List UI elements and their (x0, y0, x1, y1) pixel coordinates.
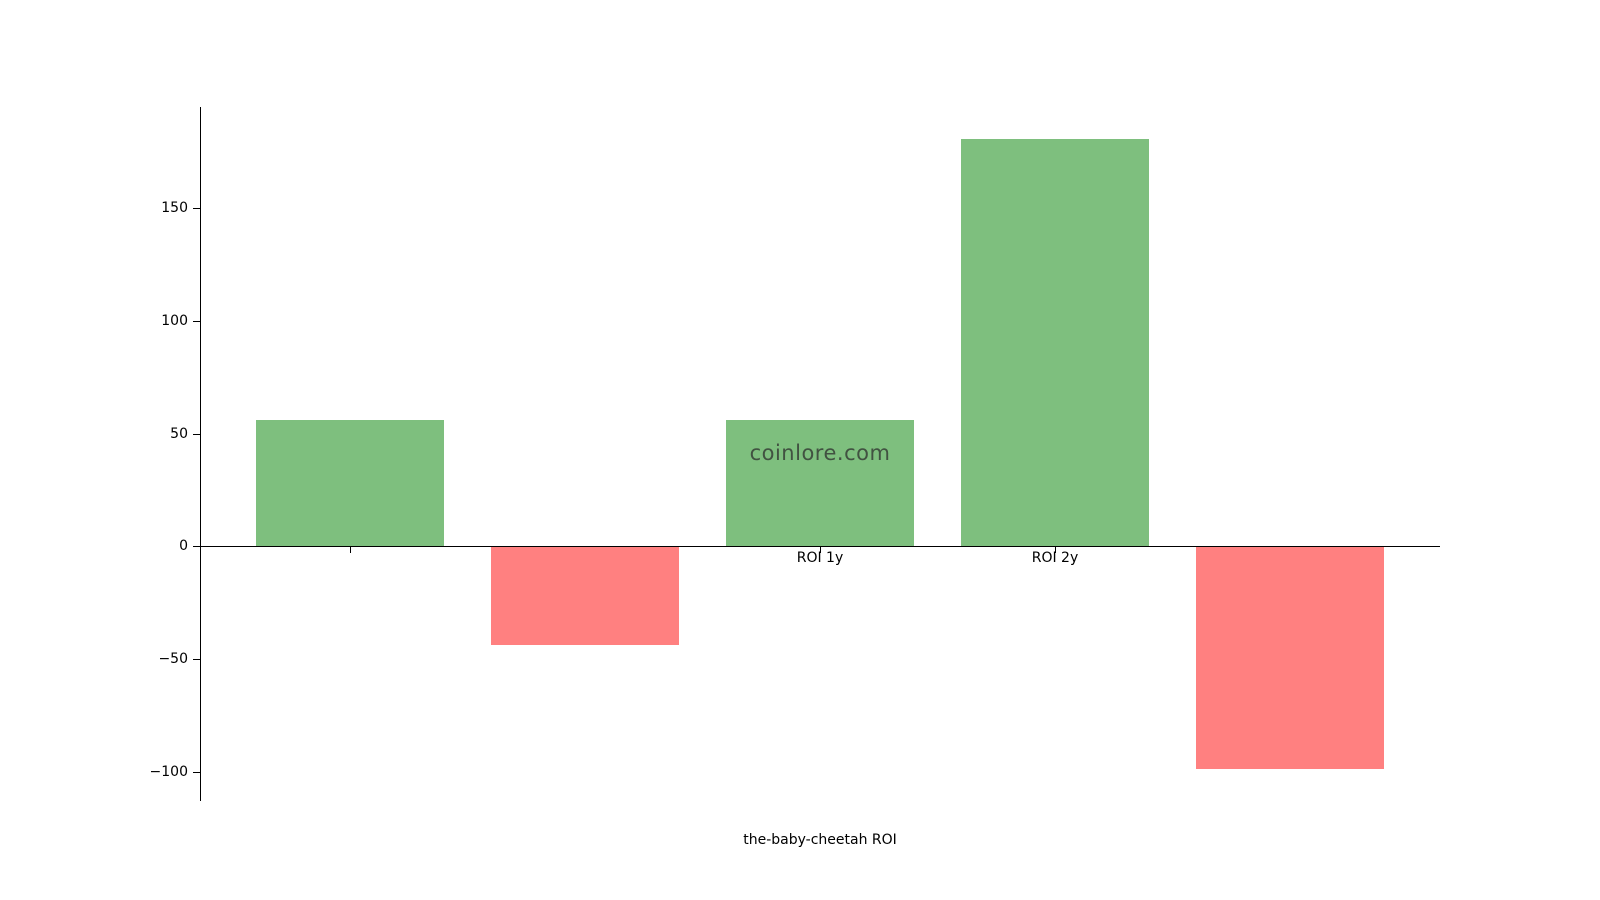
x-tick-label-roi-1y: ROI 1y (796, 550, 844, 566)
bar-roi-2y (961, 139, 1149, 547)
y-tick-label: 50 (170, 426, 188, 442)
y-tick-label: −100 (149, 764, 188, 780)
y-tick-label: 0 (179, 538, 188, 554)
watermark-text: coinlore.com (749, 441, 891, 465)
y-tick-label: −50 (158, 651, 188, 667)
bar-bar-1 (256, 420, 444, 546)
x-tick-mark (350, 547, 351, 553)
y-tick-mark (193, 434, 200, 435)
y-tick-label: 150 (161, 200, 188, 216)
bar-bar-2 (491, 546, 679, 645)
y-tick-mark (193, 321, 200, 322)
x-tick-mark (1055, 547, 1056, 553)
y-tick-mark (193, 546, 200, 547)
x-tick-label-roi-2y: ROI 2y (1031, 550, 1079, 566)
y-tick-mark (193, 208, 200, 209)
chart-xlabel: the-baby-cheetah ROI (743, 832, 897, 848)
bar-bar-5 (1196, 546, 1384, 769)
y-tick-mark (193, 772, 200, 773)
y-axis-line (200, 107, 201, 801)
y-tick-mark (193, 659, 200, 660)
x-axis-zero-line (200, 546, 1440, 547)
y-tick-label: 100 (161, 313, 188, 329)
x-tick-mark (820, 547, 821, 553)
bar-roi-1y (726, 420, 914, 546)
